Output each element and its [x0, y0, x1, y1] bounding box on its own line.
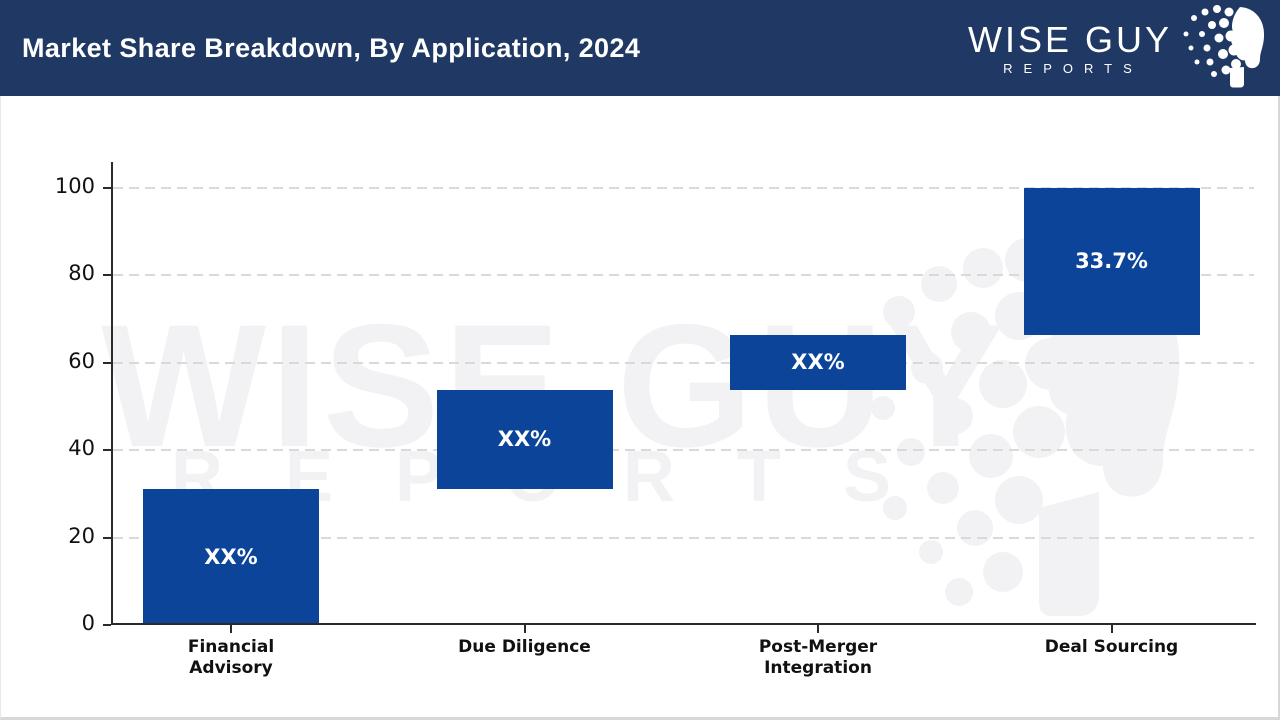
y-tick-mark-0	[103, 624, 111, 626]
brand-logo: WISE GUY REPORTS	[968, 4, 1280, 92]
bar-value-label-due-diligence: XX%	[497, 427, 552, 452]
y-tick-label-100: 100	[54, 173, 95, 198]
x-tick-mark-due-diligence	[523, 625, 526, 633]
bar-value-label-post-merger-integration: XX%	[791, 350, 845, 375]
x-tick-label-due-diligence: Due Diligence	[458, 637, 591, 657]
brand-logo-text: WISE GUY REPORTS	[967, 18, 1172, 76]
gridline-60	[113, 361, 1254, 364]
bar-post-merger-integration: XX%	[730, 334, 906, 390]
x-tick-label-deal-sourcing: Deal Sourcing	[1044, 637, 1179, 657]
x-tick-mark-post-merger-integration	[817, 625, 819, 633]
brand-name: WISE GUY	[967, 18, 1172, 60]
y-tick-label-40: 40	[68, 436, 95, 460]
bar-value-label-deal-sourcing: 33.7%	[1075, 249, 1148, 274]
y-tick-label-60: 60	[68, 348, 95, 373]
y-tick-label-0: 0	[81, 611, 95, 635]
bar-financial-advisory: XX%	[143, 488, 319, 625]
header-bar: Market Share Breakdown, By Application, …	[0, 0, 1280, 96]
y-tick-mark-20	[103, 536, 111, 539]
x-axis-line	[111, 623, 1256, 625]
gridline-80	[113, 274, 1254, 276]
x-tick-label-post-merger-integration: Post-Merger Integration	[758, 637, 878, 679]
bar-value-label-financial-advisory: XX%	[204, 544, 258, 569]
page-title: Market Share Breakdown, By Application, …	[22, 32, 641, 63]
gridline-100	[113, 186, 1254, 189]
y-tick-mark-60	[103, 361, 111, 364]
y-tick-mark-100	[103, 186, 111, 189]
bar-deal-sourcing: 33.7%	[1023, 187, 1200, 335]
gridline-20	[113, 536, 1254, 539]
bar-due-diligence: XX%	[436, 389, 613, 489]
y-tick-mark-80	[103, 274, 111, 276]
y-axis-line	[111, 162, 113, 623]
gridline-40	[113, 449, 1254, 451]
y-tick-mark-40	[103, 449, 111, 451]
x-tick-mark-deal-sourcing	[1110, 625, 1113, 633]
x-tick-mark-financial-advisory	[230, 625, 232, 633]
y-tick-label-80: 80	[68, 261, 95, 285]
brand-subtitle: REPORTS	[1003, 60, 1143, 76]
x-tick-label-financial-advisory: Financial Advisory	[187, 637, 275, 679]
face-profile-icon	[1178, 4, 1266, 92]
y-tick-label-20: 20	[68, 523, 95, 548]
